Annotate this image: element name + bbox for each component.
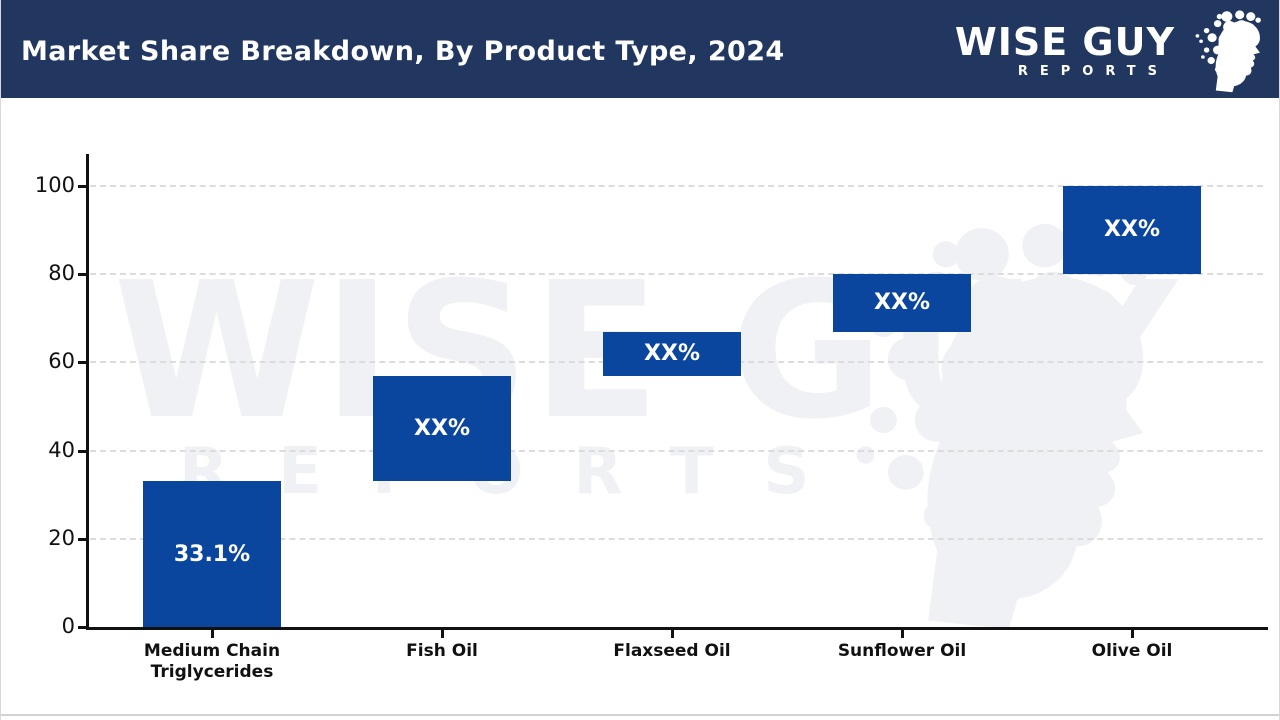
- y-tick-label: 0: [61, 614, 75, 638]
- gridline: [90, 537, 1263, 540]
- bottom-border: [1, 714, 1279, 716]
- x-category-label: Olive Oil: [1091, 641, 1173, 661]
- x-category-label: Fish Oil: [406, 641, 478, 661]
- bar-value-label: XX%: [874, 290, 930, 316]
- y-tick-label: 100: [34, 173, 75, 197]
- wiseguy-head-icon: [1195, 10, 1261, 93]
- bar-value-label: XX%: [1104, 217, 1160, 243]
- logo: WISE GUY REPORTS: [955, 0, 1273, 98]
- header: Market Share Breakdown, By Product Type,…: [1, 0, 1279, 98]
- x-category-label: Flaxseed Oil: [613, 641, 731, 661]
- x-category-label: Medium Chain Triglycerides: [143, 641, 281, 682]
- page-title: Market Share Breakdown, By Product Type,…: [21, 36, 785, 67]
- bar: 33.1%: [143, 481, 281, 627]
- logo-wordmark: WISE GUY: [954, 20, 1175, 64]
- bar: XX%: [833, 273, 971, 332]
- y-tick: [78, 361, 87, 365]
- gridline: [90, 185, 1263, 187]
- gridline: [90, 449, 1263, 452]
- x-tick: [441, 630, 444, 638]
- x-tick: [901, 630, 904, 638]
- y-tick-label: 60: [48, 349, 75, 374]
- y-tick: [78, 626, 87, 629]
- y-tick: [78, 273, 87, 277]
- y-tick: [78, 449, 87, 453]
- logo-reports: REPORTS: [1017, 64, 1169, 79]
- bar-value-label: 33.1%: [173, 541, 251, 567]
- bar: XX%: [603, 331, 741, 376]
- gridline: [90, 273, 1263, 276]
- y-tick: [78, 185, 87, 188]
- x-axis-line: [86, 627, 1268, 630]
- y-tick-label: 20: [48, 525, 75, 550]
- x-tick: [211, 630, 214, 638]
- x-category-label: Sunflower Oil: [837, 641, 967, 661]
- y-tick-label: 40: [48, 437, 75, 462]
- bar: XX%: [373, 375, 511, 482]
- bar-value-label: XX%: [644, 341, 700, 367]
- bar: XX%: [1063, 186, 1201, 274]
- x-tick: [671, 630, 674, 638]
- y-tick: [78, 537, 87, 541]
- x-tick: [1131, 630, 1134, 638]
- y-tick-label: 80: [48, 261, 75, 286]
- bar-value-label: XX%: [414, 415, 470, 441]
- y-axis-line: [86, 154, 89, 630]
